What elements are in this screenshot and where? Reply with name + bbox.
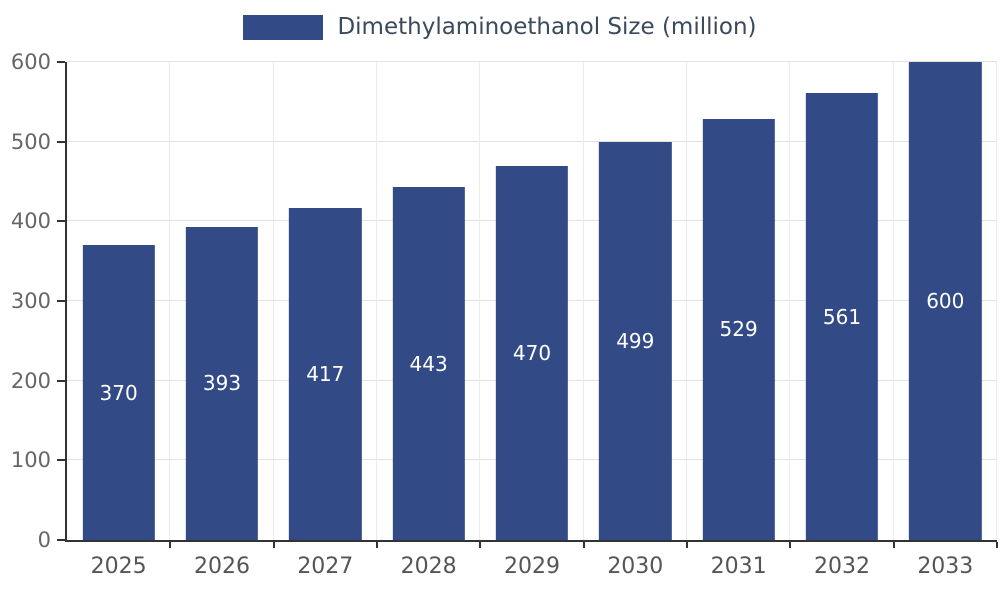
bar-2026: 393 xyxy=(185,226,259,540)
x-category-label-2032: 2032 xyxy=(813,554,870,579)
x-category-label-2027: 2027 xyxy=(297,554,354,579)
y-tick-label-0: 0 xyxy=(37,528,51,552)
band-2028: 443 2028 xyxy=(377,62,480,579)
bar-2033: 600 xyxy=(909,62,982,540)
y-tick-label-200: 200 xyxy=(10,368,51,393)
bar-value-2027: 417 xyxy=(306,361,345,386)
x-tick-mark-8 xyxy=(892,542,895,548)
gridline-x-7 xyxy=(789,62,791,540)
bar-value-2025: 370 xyxy=(99,380,138,405)
y-tick-label-500: 500 xyxy=(10,129,51,154)
gridline-x-9 xyxy=(996,62,997,540)
x-tick-mark-9 xyxy=(996,542,998,548)
x-category-label-2030: 2030 xyxy=(607,554,664,579)
gridline-x-8 xyxy=(892,62,894,540)
bar-2025: 370 xyxy=(82,245,155,540)
x-category-label-2031: 2031 xyxy=(710,554,767,579)
gridline-x-1 xyxy=(169,62,171,540)
y-tick-mark-300 xyxy=(57,300,65,302)
y-tick-label-400: 400 xyxy=(10,209,51,234)
plot-area: 0 100 200 300 400 500 600 370 2025 393 2026 417 2027… xyxy=(11,50,998,579)
y-tick-label-300: 300 xyxy=(10,289,51,313)
bar-2030: 499 xyxy=(599,142,672,540)
bar-2027: 417 xyxy=(289,207,362,540)
x-tick-mark-1 xyxy=(169,542,172,548)
y-tick-mark-100 xyxy=(57,459,65,462)
band-2033: 600 2033 xyxy=(894,62,997,579)
y-tick-mark-600 xyxy=(57,61,65,63)
y-tick-mark-400 xyxy=(57,220,65,223)
y-tick-label-100: 100 xyxy=(10,448,51,473)
bar-value-2028: 443 xyxy=(409,351,448,376)
gridline-y-500 xyxy=(67,140,997,142)
y-tick-mark-0 xyxy=(57,539,65,541)
band-2030: 499 2030 xyxy=(584,62,687,579)
band-2032: 561 2032 xyxy=(790,62,893,579)
y-tick-label-600: 600 xyxy=(10,50,51,74)
bar-value-2031: 529 xyxy=(719,317,758,342)
x-tick-mark-3 xyxy=(376,542,378,548)
bar-2031: 529 xyxy=(702,118,775,540)
band-2025: 370 2025 xyxy=(67,62,170,579)
bar-value-2030: 499 xyxy=(616,329,655,354)
bar-2032: 561 xyxy=(805,93,879,540)
band-2031: 529 2031 xyxy=(687,62,790,579)
x-category-label-2028: 2028 xyxy=(400,554,457,579)
bar-value-2032: 561 xyxy=(822,304,862,329)
x-tick-mark-6 xyxy=(686,542,688,548)
gridline-x-2 xyxy=(272,62,274,540)
bar-value-2033: 600 xyxy=(926,289,965,313)
legend-label: Dimethylaminoethanol Size (million) xyxy=(337,14,757,40)
band-2026: 393 2026 xyxy=(170,62,273,579)
y-tick-mark-200 xyxy=(57,379,65,382)
x-tick-mark-2 xyxy=(272,542,275,548)
y-tick-mark-500 xyxy=(57,140,65,143)
legend-swatch xyxy=(243,14,324,40)
band-2027: 417 2027 xyxy=(274,62,377,579)
x-tick-mark-7 xyxy=(789,542,792,548)
bar-2029: 470 xyxy=(495,165,569,540)
x-category-label-2033: 2033 xyxy=(917,554,974,579)
gridline-x-6 xyxy=(686,62,687,540)
gridline-y-600 xyxy=(67,61,997,62)
x-category-label-2025: 2025 xyxy=(90,554,147,579)
gridline-x-4 xyxy=(479,62,481,540)
x-category-label-2029: 2029 xyxy=(503,554,560,579)
x-tick-mark-5 xyxy=(582,542,585,548)
legend[interactable]: Dimethylaminoethanol Size (million) xyxy=(0,14,1000,40)
bar-value-2029: 470 xyxy=(512,340,552,365)
x-tick-mark-4 xyxy=(479,542,482,548)
gridline-x-5 xyxy=(582,62,584,540)
band-2029: 470 2029 xyxy=(480,62,583,579)
x-category-label-2026: 2026 xyxy=(193,554,250,579)
bar-2028: 443 xyxy=(392,187,465,540)
bar-value-2026: 393 xyxy=(202,371,242,396)
gridline-x-3 xyxy=(376,62,377,540)
